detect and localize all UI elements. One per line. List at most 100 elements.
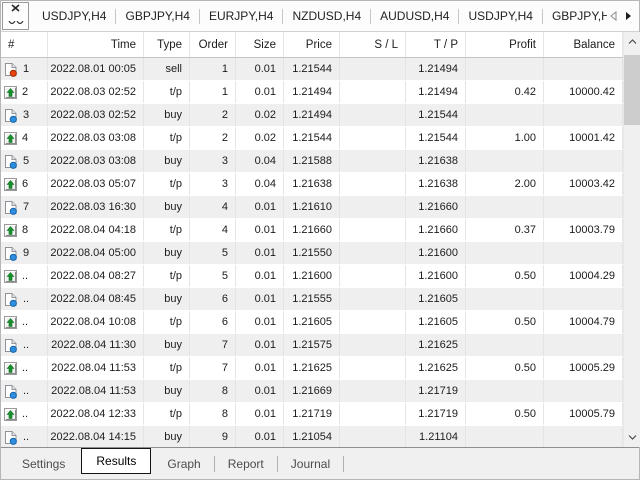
table-row[interactable]: .. 2022.08.04 08:27 t/p 5 0.01 1.21600 1… <box>1 265 623 288</box>
table-row[interactable]: .. 2022.08.04 11:53 buy 8 0.01 1.21669 1… <box>1 380 623 403</box>
table-row[interactable]: 2 2022.08.03 02:52 t/p 1 0.01 1.21494 1.… <box>1 81 623 104</box>
tab-divider <box>541 8 543 24</box>
chart-tab-gbpjpy-1[interactable]: GBPJPY,H4 <box>125 9 190 23</box>
balance-cell: 10005.29 <box>544 357 623 379</box>
tp-cell: 1.21494 <box>406 58 466 80</box>
column-header-balance[interactable]: Balance <box>544 32 623 57</box>
price-cell: 1.21494 <box>284 81 340 103</box>
chart-tab-eurjpy[interactable]: EURJPY,H4 <box>208 9 274 23</box>
table-row[interactable]: 1 2022.08.01 00:05 sell 1 0.01 1.21544 1… <box>1 58 623 81</box>
time-cell: 2022.08.03 05:07 <box>48 173 144 195</box>
row-number: 8 <box>22 224 29 236</box>
order-number-cell: .. <box>1 334 48 356</box>
chart-tab-audusd[interactable]: AUDUSD,H4 <box>380 9 450 23</box>
chart-tab-usdjpy-2[interactable]: USDJPY,H4 <box>468 9 533 23</box>
order-document-icon <box>4 108 18 123</box>
sl-cell <box>340 58 406 80</box>
type-cell: buy <box>144 288 190 310</box>
time-cell: 2022.08.03 16:30 <box>48 196 144 218</box>
size-cell: 0.01 <box>236 242 284 264</box>
scroll-down-button[interactable] <box>624 428 640 447</box>
tp-cell: 1.21600 <box>406 242 466 264</box>
time-cell: 2022.08.03 02:52 <box>48 104 144 126</box>
tp-cell: 1.21544 <box>406 104 466 126</box>
table-row[interactable]: 5 2022.08.03 03:08 buy 3 0.04 1.21588 1.… <box>1 150 623 173</box>
chevron-down-icon <box>628 435 637 440</box>
order-cell: 4 <box>190 219 236 241</box>
tab-journal[interactable]: Journal <box>290 456 331 471</box>
tab-results[interactable]: Results <box>81 448 152 474</box>
size-cell: 0.01 <box>236 288 284 310</box>
column-header-type[interactable]: Type <box>144 32 190 57</box>
scroll-tabs-left-icon[interactable] <box>610 11 617 21</box>
order-cell: 9 <box>190 426 236 447</box>
type-cell: t/p <box>144 127 190 149</box>
type-cell: buy <box>144 150 190 172</box>
chart-tab-gbpjpy-2[interactable]: GBPJPY,H4 <box>551 9 607 23</box>
order-cell: 6 <box>190 311 236 333</box>
balance-cell <box>544 242 623 264</box>
vertical-scrollbar[interactable] <box>623 32 640 447</box>
balance-cell: 10004.79 <box>544 311 623 333</box>
table-row[interactable]: .. 2022.08.04 10:08 t/p 6 0.01 1.21605 1… <box>1 311 623 334</box>
table-row[interactable]: 6 2022.08.03 05:07 t/p 3 0.04 1.21638 1.… <box>1 173 623 196</box>
time-cell: 2022.08.04 11:53 <box>48 380 144 402</box>
table-row[interactable]: 3 2022.08.03 02:52 buy 2 0.02 1.21494 1.… <box>1 104 623 127</box>
balance-cell <box>544 196 623 218</box>
scrollbar-track[interactable] <box>624 51 640 428</box>
tester-tabs-bar: Settings Results Graph Report Journal <box>1 447 639 479</box>
table-row[interactable]: 4 2022.08.03 03:08 t/p 2 0.02 1.21544 1.… <box>1 127 623 150</box>
column-header-profit[interactable]: Profit <box>466 32 544 57</box>
chart-tab-strip: USDJPY,H4 GBPJPY,H4 EURJPY,H4 NZDUSD,H4 … <box>29 1 607 31</box>
size-cell: 0.04 <box>236 173 284 195</box>
column-header-number[interactable]: # <box>1 32 48 57</box>
time-cell: 2022.08.04 12:33 <box>48 403 144 425</box>
tab-divider <box>276 455 278 472</box>
column-header-sl[interactable]: S / L <box>340 32 406 57</box>
time-cell: 2022.08.04 14:15 <box>48 426 144 447</box>
tab-graph[interactable]: Graph <box>167 456 201 471</box>
order-cell: 8 <box>190 380 236 402</box>
size-cell: 0.01 <box>236 334 284 356</box>
profit-cell: 0.37 <box>466 219 544 241</box>
chart-tab-nzdusd[interactable]: NZDUSD,H4 <box>292 9 362 23</box>
table-row[interactable]: .. 2022.08.04 14:15 buy 9 0.01 1.21054 1… <box>1 426 623 447</box>
type-cell: t/p <box>144 265 190 287</box>
scroll-up-button[interactable] <box>624 32 640 51</box>
sl-cell <box>340 334 406 356</box>
time-cell: 2022.08.04 04:18 <box>48 219 144 241</box>
row-number: .. <box>22 316 29 328</box>
column-header-order[interactable]: Order <box>190 32 236 57</box>
table-row[interactable]: 9 2022.08.04 05:00 buy 5 0.01 1.21550 1.… <box>1 242 623 265</box>
tab-report[interactable]: Report <box>227 456 264 471</box>
tp-cell: 1.21544 <box>406 127 466 149</box>
table-row[interactable]: .. 2022.08.04 12:33 t/p 8 0.01 1.21719 1… <box>1 403 623 426</box>
order-document-icon <box>4 430 18 445</box>
column-header-tp[interactable]: T / P <box>406 32 466 57</box>
column-header-time[interactable]: Time <box>48 32 144 57</box>
row-number: 4 <box>22 132 29 144</box>
row-number: .. <box>23 293 30 305</box>
tp-cell: 1.21719 <box>406 403 466 425</box>
table-row[interactable]: 7 2022.08.03 16:30 buy 4 0.01 1.21610 1.… <box>1 196 623 219</box>
table-row[interactable]: 8 2022.08.04 04:18 t/p 4 0.01 1.21660 1.… <box>1 219 623 242</box>
column-header-price[interactable]: Price <box>284 32 340 57</box>
tab-divider <box>343 455 345 472</box>
scrollbar-thumb[interactable] <box>624 55 640 125</box>
column-header-size[interactable]: Size <box>236 32 284 57</box>
table-row[interactable]: .. 2022.08.04 11:30 buy 7 0.01 1.21575 1… <box>1 334 623 357</box>
profit-cell: 0.50 <box>466 311 544 333</box>
scroll-tabs-right-icon[interactable] <box>625 11 632 21</box>
tab-settings[interactable]: Settings <box>22 456 66 471</box>
row-number: .. <box>22 270 29 282</box>
close-panel-button[interactable] <box>2 2 29 30</box>
table-row[interactable]: .. 2022.08.04 11:53 t/p 7 0.01 1.21625 1… <box>1 357 623 380</box>
balance-cell <box>544 104 623 126</box>
type-cell: t/p <box>144 81 190 103</box>
chart-tab-usdjpy-1[interactable]: USDJPY,H4 <box>42 9 107 23</box>
sl-cell <box>340 196 406 218</box>
table-row[interactable]: .. 2022.08.04 08:45 buy 6 0.01 1.21555 1… <box>1 288 623 311</box>
size-cell: 0.01 <box>236 196 284 218</box>
size-cell: 0.02 <box>236 127 284 149</box>
tp-cell: 1.21104 <box>406 426 466 447</box>
